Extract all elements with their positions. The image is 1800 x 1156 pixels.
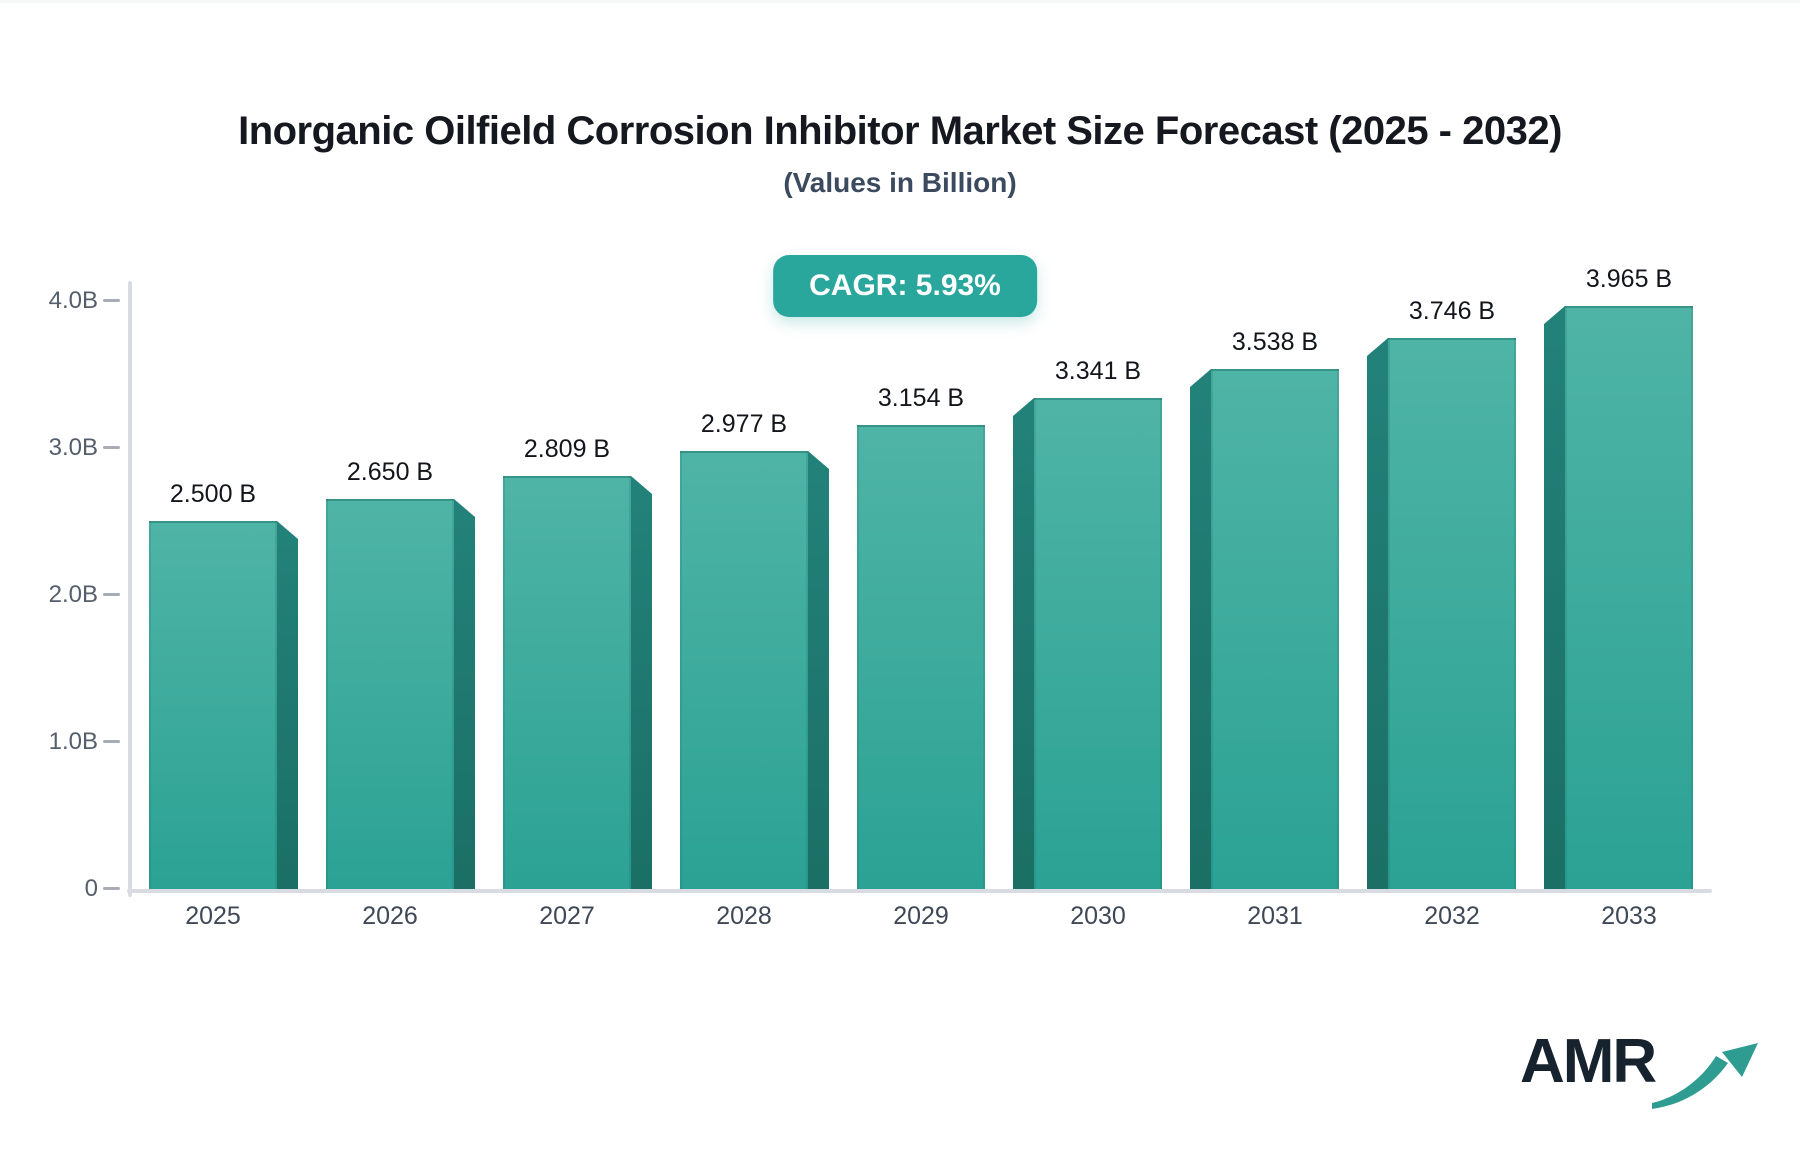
bar-side (1544, 306, 1565, 889)
x-axis-label: 2028 (716, 902, 772, 930)
x-axis-line (127, 889, 1712, 893)
bar-value-label: 3.154 B (877, 384, 965, 412)
bar (1565, 306, 1693, 889)
bar-side (454, 499, 475, 889)
x-axis-label: 2027 (539, 902, 595, 930)
y-axis-line (128, 281, 132, 897)
y-tick-label: 3.0B (48, 434, 98, 461)
bar-value-label: 2.977 B (700, 410, 788, 438)
y-tick-mark (103, 593, 120, 596)
bar-value-label: 2.650 B (346, 458, 434, 486)
y-tick-label: 4.0B (48, 287, 98, 314)
y-tick-label: 0 (84, 875, 98, 902)
x-axis-label: 2033 (1601, 902, 1657, 930)
bar-value-label: 3.538 B (1231, 328, 1319, 356)
y-tick-mark (103, 740, 120, 743)
bar (1034, 398, 1162, 889)
bar (1211, 369, 1339, 889)
bar (1388, 338, 1516, 889)
y-tick-label: 2.0B (48, 581, 98, 608)
cagr-badge: CAGR: 5.93% (773, 255, 1037, 317)
bar-side (631, 476, 652, 889)
bar (149, 521, 277, 889)
bar (503, 476, 631, 889)
growth-arrow-icon (1652, 1043, 1758, 1109)
bar-value-label: 3.341 B (1054, 357, 1142, 385)
x-axis-label: 2026 (362, 902, 418, 930)
bar-side (808, 451, 829, 889)
bar-value-label: 3.965 B (1585, 265, 1673, 293)
y-tick-mark (103, 446, 120, 449)
bar-side (1190, 369, 1211, 889)
x-axis-label: 2030 (1070, 902, 1126, 930)
bar-value-label: 3.746 B (1408, 297, 1496, 325)
x-axis-label: 2031 (1247, 902, 1303, 930)
chart-title: Inorganic Oilfield Corrosion Inhibitor M… (238, 109, 1562, 153)
bar-value-label: 2.809 B (523, 435, 611, 463)
x-axis-label: 2029 (893, 902, 949, 930)
x-axis-label: 2025 (185, 902, 241, 930)
bar (326, 499, 454, 889)
bar (857, 425, 985, 889)
bar (680, 451, 808, 889)
bar-side (277, 521, 298, 889)
logo-text: AMR (1520, 1027, 1657, 1096)
y-tick-mark (103, 887, 120, 890)
chart-subtitle: (Values in Billion) (783, 167, 1017, 198)
logo: AMR (1520, 1027, 1758, 1119)
x-axis-label: 2032 (1424, 902, 1480, 930)
bar-value-label: 2.500 B (169, 480, 257, 508)
bar-side (1013, 398, 1034, 889)
y-tick-mark (103, 299, 120, 302)
bar-side (1367, 338, 1388, 889)
y-tick-label: 1.0B (48, 728, 98, 755)
